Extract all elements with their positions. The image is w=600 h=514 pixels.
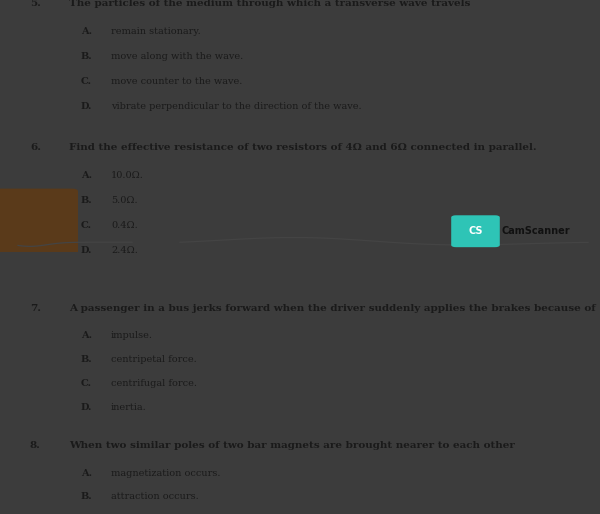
Text: B.: B.: [81, 492, 92, 502]
Text: A passenger in a bus jerks forward when the driver suddenly applies the brakes b: A passenger in a bus jerks forward when …: [69, 304, 596, 313]
Text: 2.4Ω.: 2.4Ω.: [111, 246, 138, 254]
Text: centripetal force.: centripetal force.: [111, 355, 197, 364]
Text: B.: B.: [81, 52, 92, 61]
FancyBboxPatch shape: [0, 189, 78, 254]
Text: D.: D.: [81, 403, 92, 412]
Text: move along with the wave.: move along with the wave.: [111, 52, 243, 61]
Text: move counter to the wave.: move counter to the wave.: [111, 77, 242, 86]
Text: A.: A.: [81, 27, 92, 36]
Text: 5.0Ω.: 5.0Ω.: [111, 196, 137, 205]
Text: inertia.: inertia.: [111, 403, 147, 412]
Text: C.: C.: [81, 77, 92, 86]
Text: 6.: 6.: [30, 143, 41, 152]
Text: 7.: 7.: [30, 304, 41, 313]
Text: impulse.: impulse.: [111, 331, 153, 340]
Text: C.: C.: [81, 221, 92, 230]
Text: CS: CS: [469, 226, 483, 236]
Text: remain stationary.: remain stationary.: [111, 27, 201, 36]
Text: 5.: 5.: [30, 0, 41, 8]
FancyBboxPatch shape: [451, 215, 500, 247]
Text: centrifugal force.: centrifugal force.: [111, 379, 197, 388]
Text: D.: D.: [81, 246, 92, 254]
Text: magnetization occurs.: magnetization occurs.: [111, 469, 221, 478]
Text: 10.0Ω.: 10.0Ω.: [111, 171, 144, 180]
Text: When two similar poles of two bar magnets are brought nearer to each other: When two similar poles of two bar magnet…: [69, 441, 515, 450]
Text: CamScanner: CamScanner: [501, 226, 569, 236]
Text: A.: A.: [81, 469, 92, 478]
Text: A.: A.: [81, 171, 92, 180]
Text: 8.: 8.: [30, 441, 41, 450]
Text: Find the effective resistance of two resistors of 4Ω and 6Ω connected in paralle: Find the effective resistance of two res…: [69, 143, 536, 152]
Text: attraction occurs.: attraction occurs.: [111, 492, 199, 502]
Text: A.: A.: [81, 331, 92, 340]
Text: B.: B.: [81, 355, 92, 364]
Text: vibrate perpendicular to the direction of the wave.: vibrate perpendicular to the direction o…: [111, 102, 362, 111]
Text: B.: B.: [81, 196, 92, 205]
Text: C.: C.: [81, 379, 92, 388]
Text: The particles of the medium through which a transverse wave travels: The particles of the medium through whic…: [69, 0, 470, 8]
Text: D.: D.: [81, 102, 92, 111]
Text: 0.4Ω.: 0.4Ω.: [111, 221, 138, 230]
